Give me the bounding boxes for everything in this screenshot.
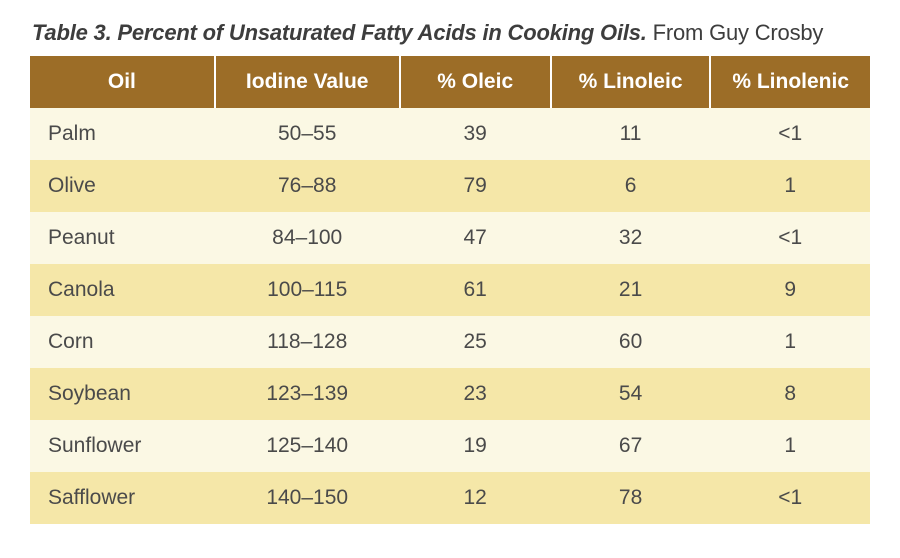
- cell-oil: Olive: [30, 160, 215, 212]
- cell-linolenic: <1: [710, 212, 870, 264]
- cell-oleic: 12: [400, 472, 551, 524]
- cell-oil: Canola: [30, 264, 215, 316]
- cell-oil: Palm: [30, 108, 215, 160]
- cell-oleic: 39: [400, 108, 551, 160]
- cell-oil: Soybean: [30, 368, 215, 420]
- cell-oil: Safflower: [30, 472, 215, 524]
- cell-linoleic: 32: [551, 212, 711, 264]
- cell-linolenic: 1: [710, 420, 870, 472]
- cell-linolenic: <1: [710, 472, 870, 524]
- table-row: Palm 50–55 39 11 <1: [30, 108, 870, 160]
- cell-oil: Peanut: [30, 212, 215, 264]
- cell-oil: Corn: [30, 316, 215, 368]
- caption-title: Table 3. Percent of Unsaturated Fatty Ac…: [32, 20, 647, 45]
- cell-linolenic: 1: [710, 316, 870, 368]
- cell-iodine: 118–128: [215, 316, 400, 368]
- cell-linolenic: <1: [710, 108, 870, 160]
- cell-oleic: 23: [400, 368, 551, 420]
- cell-linolenic: 1: [710, 160, 870, 212]
- cell-linolenic: 9: [710, 264, 870, 316]
- cell-oleic: 79: [400, 160, 551, 212]
- cell-oleic: 25: [400, 316, 551, 368]
- cell-linoleic: 21: [551, 264, 711, 316]
- fatty-acids-table: Oil Iodine Value % Oleic % Linoleic % Li…: [30, 56, 870, 524]
- col-header-linoleic: % Linoleic: [551, 56, 711, 108]
- col-header-oleic: % Oleic: [400, 56, 551, 108]
- col-header-linolenic: % Linolenic: [710, 56, 870, 108]
- table-header-row: Oil Iodine Value % Oleic % Linoleic % Li…: [30, 56, 870, 108]
- cell-iodine: 140–150: [215, 472, 400, 524]
- caption-attribution: From Guy Crosby: [653, 20, 824, 45]
- table-row: Soybean 123–139 23 54 8: [30, 368, 870, 420]
- cell-iodine: 50–55: [215, 108, 400, 160]
- cell-iodine: 100–115: [215, 264, 400, 316]
- cell-linoleic: 67: [551, 420, 711, 472]
- cell-oleic: 61: [400, 264, 551, 316]
- cell-oleic: 47: [400, 212, 551, 264]
- col-header-oil: Oil: [30, 56, 215, 108]
- cell-iodine: 123–139: [215, 368, 400, 420]
- cell-linoleic: 60: [551, 316, 711, 368]
- cell-iodine: 125–140: [215, 420, 400, 472]
- table-caption: Table 3. Percent of Unsaturated Fatty Ac…: [32, 20, 870, 46]
- table-row: Sunflower 125–140 19 67 1: [30, 420, 870, 472]
- table-row: Peanut 84–100 47 32 <1: [30, 212, 870, 264]
- cell-iodine: 76–88: [215, 160, 400, 212]
- cell-linoleic: 6: [551, 160, 711, 212]
- table-row: Corn 118–128 25 60 1: [30, 316, 870, 368]
- cell-linolenic: 8: [710, 368, 870, 420]
- table-row: Olive 76–88 79 6 1: [30, 160, 870, 212]
- table-row: Canola 100–115 61 21 9: [30, 264, 870, 316]
- col-header-iodine: Iodine Value: [215, 56, 400, 108]
- cell-linoleic: 11: [551, 108, 711, 160]
- table-row: Safflower 140–150 12 78 <1: [30, 472, 870, 524]
- cell-oleic: 19: [400, 420, 551, 472]
- cell-linoleic: 78: [551, 472, 711, 524]
- cell-linoleic: 54: [551, 368, 711, 420]
- cell-iodine: 84–100: [215, 212, 400, 264]
- cell-oil: Sunflower: [30, 420, 215, 472]
